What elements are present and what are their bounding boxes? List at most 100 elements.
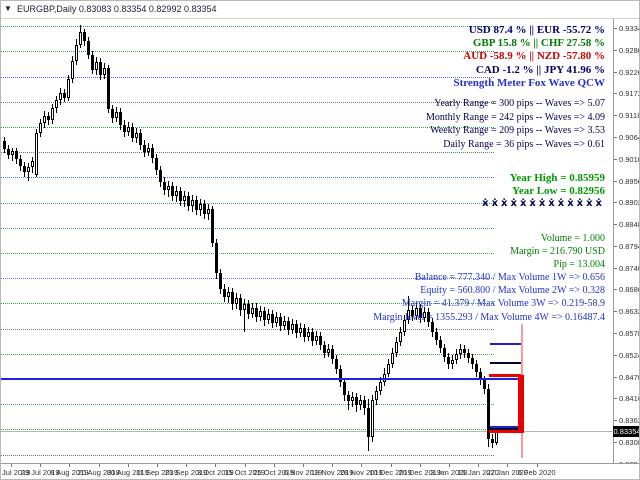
level-segment: [490, 426, 521, 429]
account-green-line: Pip = 13.004: [553, 259, 605, 270]
candle-body: [147, 147, 150, 152]
price-tick-label: 0.92265: [619, 67, 639, 77]
year-low-label: Year Low = 0.82956: [512, 185, 605, 197]
candle-body: [11, 150, 14, 155]
candle-body: [455, 353, 458, 360]
candle-body: [167, 185, 170, 190]
candle-body: [315, 336, 318, 341]
range-line: Daily Range = 36 pips -- Waves => 0.61: [443, 138, 605, 150]
date-tick: [98, 464, 100, 467]
candle-body: [27, 167, 30, 172]
candle-body: [111, 108, 114, 118]
candle-body: [3, 140, 6, 149]
account-blue-line: Balance = 777.340 / Max Volume 1W => 0.6…: [414, 272, 605, 283]
candle-body: [427, 311, 430, 322]
price-tick-label: 0.83085: [619, 437, 639, 447]
price-tick: [614, 93, 617, 95]
date-tick: [127, 464, 129, 467]
account-blue-line: Equity = 560.800 / Max Volume 2W => 0.32…: [420, 285, 605, 297]
candle-body: [31, 160, 34, 167]
date-tick-label: 6 Feb 2020: [517, 468, 556, 477]
candle-body: [115, 111, 118, 118]
candle-body: [219, 273, 222, 289]
candle-body: [335, 359, 338, 370]
candle-body: [347, 394, 350, 401]
strength-line: AUD -58.9 % || NZD -57.80 %: [463, 50, 605, 63]
candle-body: [447, 356, 450, 364]
candle-body: [395, 342, 398, 353]
candle-body: [195, 200, 198, 210]
wave-level-line: [1, 177, 494, 179]
date-tick-label: 8 Aug 2019: [50, 468, 89, 477]
date-tick-label: 23 Sep 2019: [164, 468, 208, 477]
candle-body: [303, 327, 306, 337]
level-segment: [490, 343, 521, 345]
candle-wick: [28, 163, 29, 181]
level-segment: [489, 430, 521, 434]
candle-body: [35, 132, 38, 175]
candle-body: [327, 348, 330, 353]
price-axis[interactable]: 0.93345 0.92805 0.92265 0.91725 0.91185 0.906…: [613, 18, 639, 469]
price-tick: [614, 245, 617, 247]
account-green-line: Volume = 1.000: [540, 233, 605, 244]
candle-body: [271, 313, 274, 324]
wave-level-line: [1, 126, 494, 128]
chart-marker-icon: ▼: [4, 4, 12, 13]
candle-body: [451, 359, 454, 364]
candle-body: [131, 127, 134, 138]
price-tick: [614, 354, 617, 356]
price-tick: [614, 420, 617, 422]
wave-level-line: [1, 51, 494, 53]
price-tick-label: 0.85785: [619, 328, 639, 338]
candle-body: [363, 400, 366, 408]
candle-body: [251, 307, 254, 314]
candle-body: [483, 379, 486, 389]
symbol-ohlc-title: EURGBP,Daily 0.83083 0.83354 0.82992 0.8…: [17, 4, 217, 14]
red-range-bar: [518, 375, 524, 433]
chart-title-bar: ▼ EURGBP,Daily 0.83083 0.83354 0.82992 0…: [1, 1, 639, 19]
date-tick: [361, 464, 363, 467]
candle-body: [415, 307, 418, 316]
candle-body: [247, 303, 250, 314]
account-green-line: Margin = 216.790 USD: [510, 246, 605, 257]
candle-body: [43, 115, 46, 124]
date-tick-label: 28 Nov 2019: [340, 468, 383, 477]
candle-body: [215, 242, 218, 273]
wave-level-line: [1, 328, 494, 330]
date-tick-label: 29 Jul 2019: [20, 468, 60, 477]
candlestick-plot-area[interactable]: [1, 1, 613, 463]
candle-body: [351, 396, 354, 401]
candle-body: [243, 303, 246, 310]
date-tick-label: 15 Oct 2019: [224, 468, 266, 477]
candle-body: [291, 323, 294, 330]
candle-body: [471, 357, 474, 364]
candle-body: [343, 381, 346, 395]
candle-body: [259, 311, 262, 317]
candle-body: [51, 107, 54, 120]
price-tick-label: 0.91725: [619, 89, 639, 99]
candle-body: [139, 132, 142, 145]
candle-body: [223, 288, 226, 297]
candle-body: [151, 147, 154, 158]
candle-body: [331, 348, 334, 359]
candle-body: [439, 340, 442, 349]
price-tick: [614, 49, 617, 51]
candle-body: [311, 331, 314, 341]
date-tick-label: 18 Nov 2019: [310, 468, 354, 477]
candle-body: [307, 331, 310, 337]
candle-body: [411, 309, 414, 316]
price-tick-label: 0.92805: [619, 45, 639, 55]
candle-body: [359, 400, 362, 405]
candle-body: [231, 292, 234, 304]
strength-line: GBP 15.8 % || CHF 27.58 %: [472, 37, 605, 50]
candle-body: [467, 352, 470, 358]
price-tick-label: 0.89025: [619, 198, 639, 208]
candle-body: [435, 331, 438, 340]
candle-body: [371, 400, 374, 437]
date-tick: [536, 464, 538, 467]
date-tick-label: 3 Oct 2019: [197, 468, 234, 477]
wave-level-line: [1, 26, 494, 28]
candle-body: [295, 323, 298, 333]
candle-body: [367, 407, 370, 437]
